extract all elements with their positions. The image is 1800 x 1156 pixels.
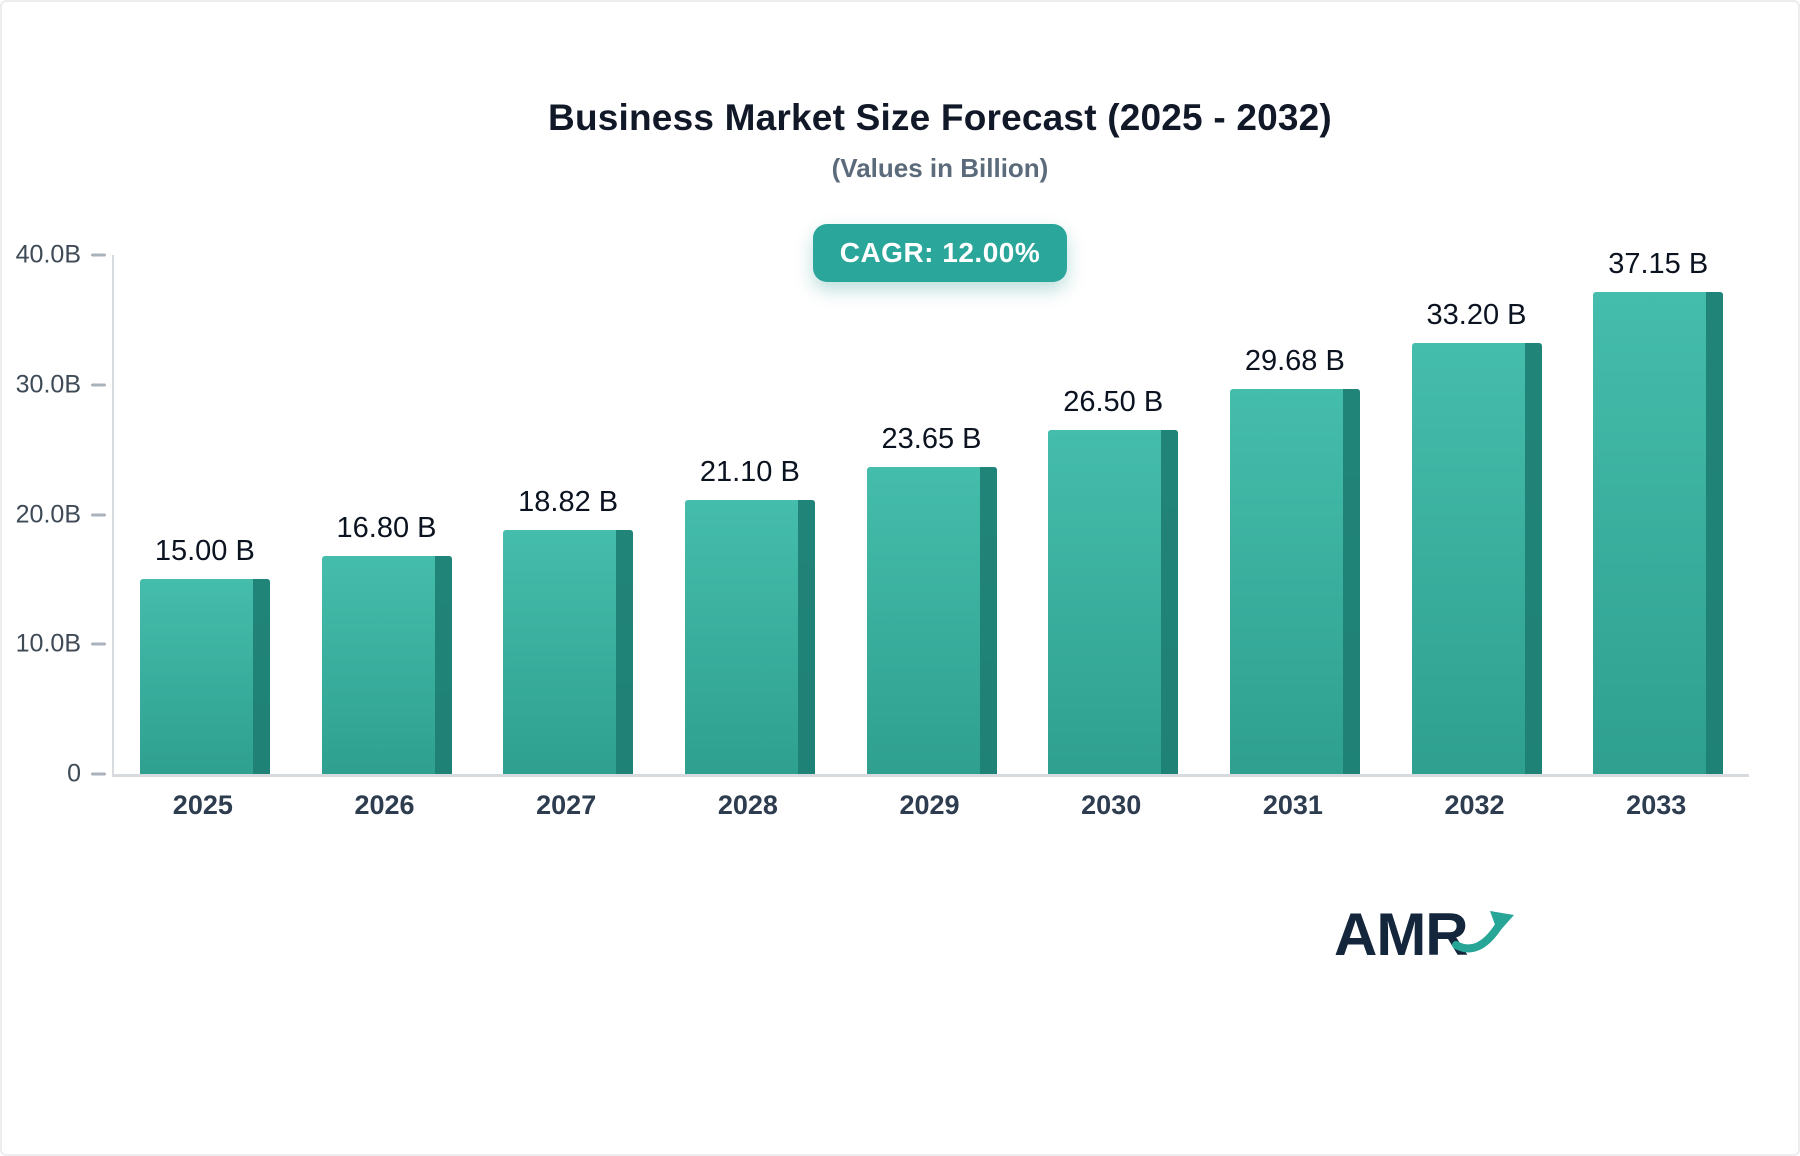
bar-slot: 21.10 B — [659, 255, 841, 774]
y-tick-label: 10.0B — [15, 629, 81, 658]
bar-slot: 16.80 B — [296, 255, 478, 774]
x-axis-label-2033: 2033 — [1626, 790, 1687, 820]
bar-2027: 18.82 B — [503, 486, 634, 774]
logo-arrow-icon — [1451, 910, 1514, 952]
bar-side-shade — [1524, 343, 1542, 774]
bar-side-shade — [1706, 291, 1724, 774]
bar-value-label: 16.80 B — [336, 512, 437, 545]
y-tick-label: 40.0B — [15, 240, 81, 269]
y-tick-40.0B: 40.0B — [16, 241, 110, 270]
y-tick-label: 20.0B — [15, 500, 81, 528]
bar-value-label: 23.65 B — [881, 423, 982, 456]
x-axis-label-2026: 2026 — [354, 790, 415, 820]
x-axis-label-2027: 2027 — [536, 790, 597, 820]
bar-side-shade — [979, 467, 997, 774]
bar-slot: 29.68 B — [1204, 255, 1386, 774]
x-axis-label-2031: 2031 — [1262, 790, 1323, 820]
bar-2026: 16.80 B — [321, 512, 452, 774]
bar-slot: 23.65 B — [841, 255, 1023, 774]
x-axis-label-2032: 2032 — [1444, 790, 1505, 820]
plot-area: 15.00 B 16.80 B 18.82 B 21.10 B 23.65 B 26.50… — [112, 248, 1749, 777]
logo-text: AMR — [1334, 901, 1469, 968]
x-axis-label-2029: 2029 — [899, 790, 960, 820]
chart-subtitle: (Values in Billion) — [831, 153, 1049, 183]
bar-value-label: 29.68 B — [1244, 344, 1345, 377]
bar-2030: 26.50 B — [1048, 386, 1179, 774]
x-axis-label-2030: 2030 — [1081, 790, 1142, 820]
x-axis-label-2028: 2028 — [717, 790, 778, 820]
bar-value-label: 21.10 B — [699, 456, 800, 489]
bar-2032: 33.20 B — [1411, 299, 1542, 774]
y-tick-label: 30.0B — [15, 370, 81, 399]
bar-2029: 23.65 B — [866, 423, 997, 774]
y-tick-mark — [91, 772, 106, 776]
y-tick-20.0B: 20.0B — [16, 500, 110, 529]
y-tick-mark — [91, 642, 106, 646]
badge-row: CAGR: 12.00% — [82, 224, 1798, 282]
bar-side-shade — [797, 500, 815, 774]
x-axis-label-2025: 2025 — [172, 790, 233, 820]
bar-2033: 37.15 B — [1593, 248, 1724, 774]
bar-slot: 37.15 B — [1567, 248, 1749, 774]
chart-header: Business Market Size Forecast (2025 - 20… — [82, 2, 1798, 282]
x-axis: 2025 2026 2027 2028 2029 2030 2031 2032 2033 — [112, 790, 1747, 821]
bar-value-label: 18.82 B — [518, 485, 619, 518]
bar-side-shade — [1161, 430, 1179, 774]
bar-value-label: 37.15 B — [1608, 247, 1709, 280]
amr-logo: AMR — [1334, 900, 1516, 969]
y-tick-10.0B: 10.0B — [16, 630, 110, 659]
bar-slot: 26.50 B — [1022, 255, 1204, 774]
y-tick-mark — [91, 513, 106, 516]
bar-value-label: 26.50 B — [1063, 386, 1164, 419]
y-tick-mark — [91, 383, 106, 387]
bars-row: 15.00 B 16.80 B 18.82 B 21.10 B 23.65 B 26.50… — [114, 248, 1749, 774]
bar-side-shade — [252, 579, 270, 774]
bar-value-label: 15.00 B — [154, 535, 255, 568]
bar-2031: 29.68 B — [1229, 345, 1360, 774]
y-tick-0: 0 — [67, 760, 110, 789]
bar-2025: 15.00 B — [139, 535, 270, 774]
bar-side-shade — [616, 529, 634, 774]
cagr-badge: CAGR: 12.00% — [812, 224, 1068, 282]
bar-slot: 33.20 B — [1386, 255, 1568, 774]
bar-side-shade — [434, 556, 452, 774]
bar-value-label: 33.20 B — [1426, 299, 1527, 332]
bar-2028: 21.10 B — [684, 456, 815, 774]
y-axis: 0 10.0B 20.0B 30.0B 40.0B — [2, 241, 110, 788]
bar-side-shade — [1342, 388, 1360, 774]
y-tick-mark — [91, 253, 106, 257]
y-tick-label: 0 — [67, 759, 81, 788]
chart-title: Business Market Size Forecast (2025 - 20… — [548, 97, 1332, 138]
bar-slot: 15.00 B — [114, 255, 296, 774]
y-tick-30.0B: 30.0B — [16, 370, 110, 399]
bar-slot: 18.82 B — [477, 255, 659, 774]
